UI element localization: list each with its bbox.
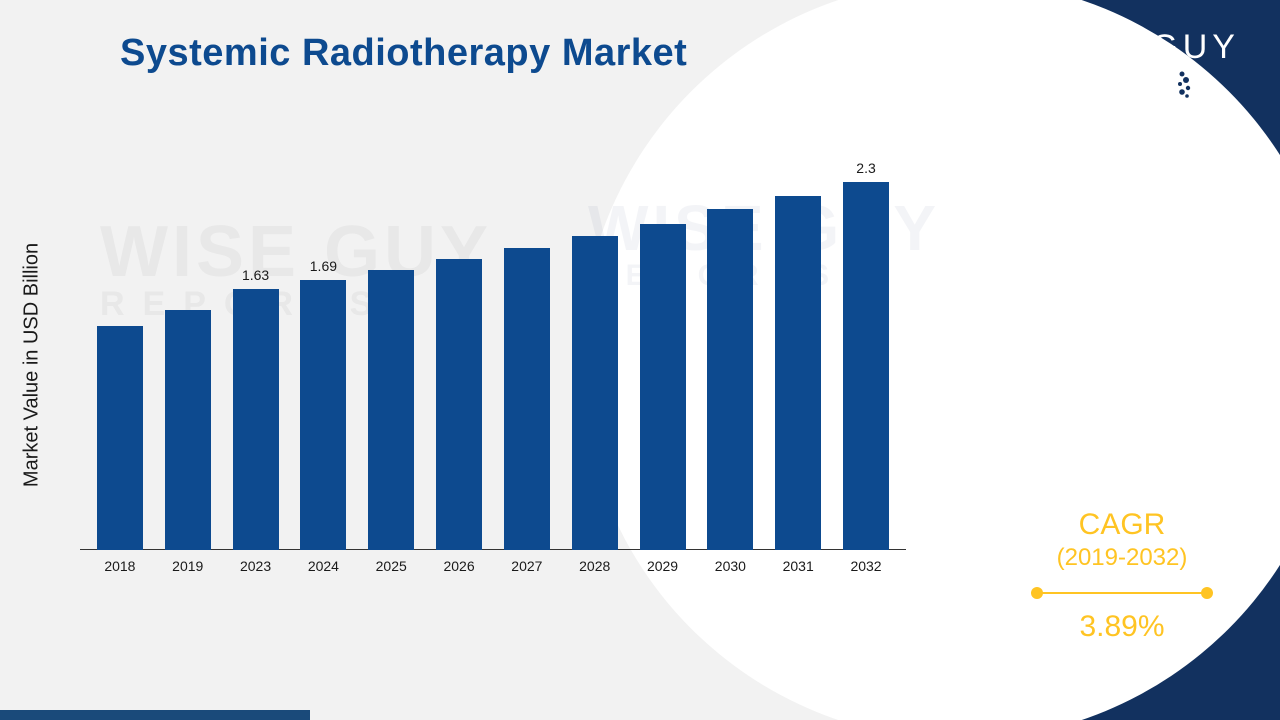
x-tick-label: 2019: [154, 550, 222, 580]
bar: [97, 326, 143, 550]
x-tick-label: 2027: [493, 550, 561, 580]
x-tick-label: 2018: [86, 550, 154, 580]
x-axis-labels: 2018201920232024202520262027202820292030…: [80, 550, 906, 580]
x-tick-label: 2030: [696, 550, 764, 580]
cagr-block: CAGR (2019-2032) 3.89%: [1012, 508, 1232, 644]
head-icon: [1152, 60, 1196, 114]
bar-slot: [357, 270, 425, 550]
y-axis-label: Market Value in USD Billion: [21, 243, 44, 487]
bar-slot: [154, 310, 222, 550]
bar: [572, 236, 618, 550]
x-tick-label: 2032: [832, 550, 900, 580]
bar-value-label: 1.63: [242, 267, 269, 283]
bar: [368, 270, 414, 550]
bar-slot: 1.63: [222, 289, 290, 550]
cagr-value: 3.89%: [1012, 610, 1232, 644]
bar-slot: [764, 196, 832, 550]
bar: [165, 310, 211, 550]
x-tick-label: 2025: [357, 550, 425, 580]
bar: [640, 224, 686, 550]
bar: [504, 248, 550, 550]
x-tick-label: 2024: [289, 550, 357, 580]
x-tick-label: 2031: [764, 550, 832, 580]
infographic-canvas: WISE GUY REPORTS WISE GUY REPORTS System…: [0, 0, 1280, 720]
x-tick-label: 2028: [561, 550, 629, 580]
cagr-divider: [1037, 592, 1207, 594]
bar: 1.69: [300, 280, 346, 550]
bar-slot: 1.69: [289, 280, 357, 550]
bar-slot: [561, 236, 629, 550]
chart-title: Systemic Radiotherapy Market: [120, 32, 687, 75]
bar-chart: Market Value in USD Billion 1.631.692.3 …: [46, 150, 906, 580]
bars-container: 1.63 1.69 2.3: [80, 150, 906, 550]
bar: [436, 259, 482, 550]
x-tick-label: 2026: [425, 550, 493, 580]
bottom-accent-strip: [0, 710, 310, 720]
bar-slot: [696, 209, 764, 550]
plot-area: 1.63 1.69 2.3: [80, 150, 906, 550]
logo-main-text: WISE GUY: [980, 30, 1240, 64]
bar-slot: [425, 259, 493, 550]
bar: 2.3: [843, 182, 889, 550]
cagr-range: (2019-2032): [1012, 544, 1232, 572]
bar: [707, 209, 753, 550]
logo-sub-text: REPORTS: [980, 68, 1240, 86]
bar-slot: [629, 224, 697, 550]
bar-slot: [493, 248, 561, 550]
bar-value-label: 1.69: [310, 258, 337, 274]
x-tick-label: 2023: [222, 550, 290, 580]
bar-slot: [86, 326, 154, 550]
cagr-label: CAGR: [1012, 508, 1232, 542]
bar-value-label: 2.3: [856, 160, 875, 176]
bar-slot: 2.3: [832, 182, 900, 550]
bar: [775, 196, 821, 550]
brand-logo: WISE GUY REPORTS: [980, 30, 1240, 86]
bar: 1.63: [233, 289, 279, 550]
x-tick-label: 2029: [629, 550, 697, 580]
